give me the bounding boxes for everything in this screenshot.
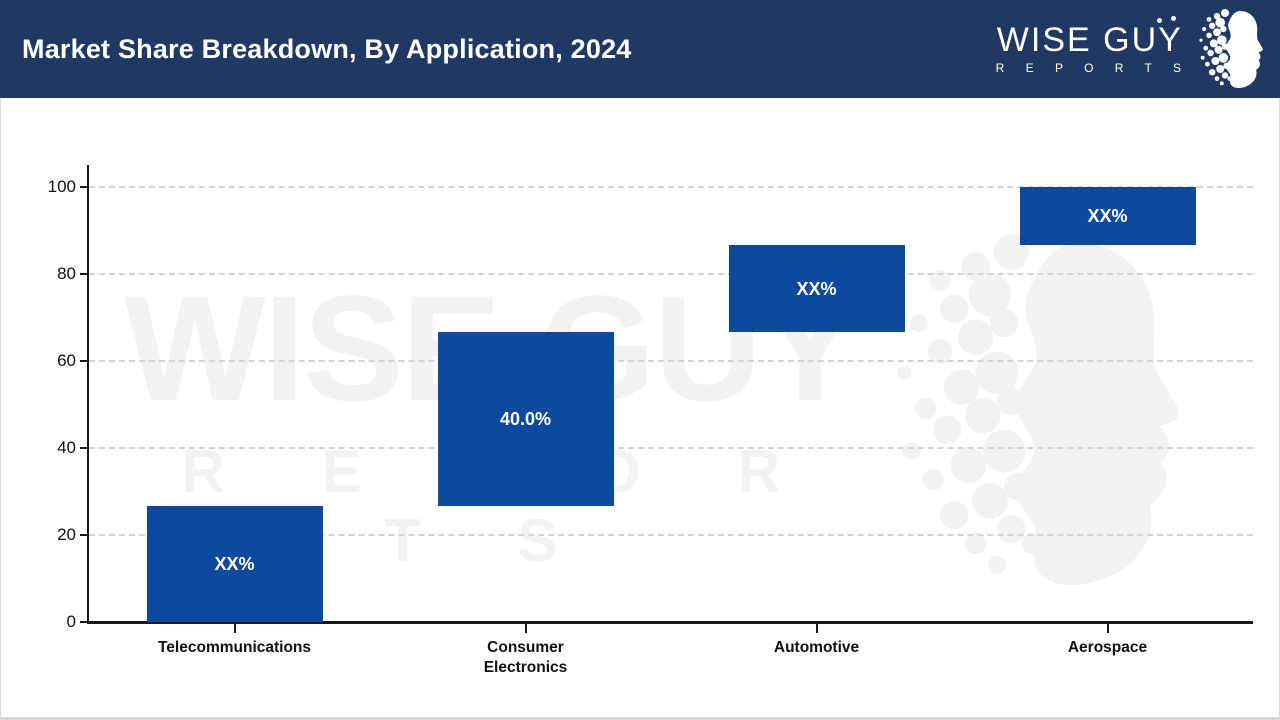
face-profile-logo-icon [1199,9,1263,88]
bar-value-label-telecommunications: XX% [214,554,255,575]
gridline-20 [89,534,1253,536]
bar-value-label-consumer-electronics: 40.0% [499,409,552,430]
y-axis-line [87,165,89,624]
y-axis-tick-20 [80,534,89,536]
gridline-60 [89,360,1253,362]
y-axis-tick-label-100: 100 [47,177,76,196]
x-axis-category-label-automotive: Automotive [773,639,860,656]
y-axis-tick-40 [80,447,89,449]
gridline-100 [89,186,1253,188]
logo-wordmark: WISE GUY [996,21,1183,59]
bar-telecommunications [146,506,323,622]
y-axis-tick-label-80: 80 [57,264,76,283]
y-axis-tick-label-0: 0 [66,612,76,631]
bar-automotive [728,245,905,333]
logo-text: WISE GUY R E P O R T S [990,16,1190,75]
y-axis-tick-60 [80,360,89,362]
y-axis-tick-label-40: 40 [57,438,76,457]
logo-accent-dots [1171,16,1176,21]
bar-consumer-electronics [437,332,614,507]
chart-canvas: WISE GUY R E P O R T S 020406080100XX%Te… [0,98,1280,720]
x-axis-category-label-consumer-electronics: Consumer Electronics [483,639,568,676]
y-axis-tick-label-20: 20 [57,525,76,544]
y-axis-tick-label-60: 60 [57,351,76,370]
x-axis-tick-automotive [815,624,818,633]
x-axis-tick-telecommunications [233,624,236,633]
x-axis-category-label-aerospace: Aerospace [1067,639,1148,656]
gridline-80 [89,273,1253,275]
chart-title: Market Share Breakdown, By Application, … [22,33,632,64]
gridline-40 [89,447,1253,449]
x-axis-tick-consumer-electronics [524,624,527,633]
y-axis-tick-100 [80,186,89,188]
bar-aerospace [1019,187,1196,246]
x-axis-tick-aerospace [1106,624,1109,633]
wise-guy-reports-logo: WISE GUY R E P O R T S [990,5,1280,93]
header-band: Market Share Breakdown, By Application, … [0,0,1280,98]
y-axis-tick-80 [80,273,89,275]
bar-value-label-aerospace: XX% [1087,206,1128,227]
x-axis-category-label-telecommunications: Telecommunications [157,639,312,656]
bar-value-label-automotive: XX% [796,278,837,299]
logo-subtext: R E P O R T S [995,61,1190,75]
x-axis-line [89,621,1253,624]
y-axis-tick-0 [80,621,89,623]
